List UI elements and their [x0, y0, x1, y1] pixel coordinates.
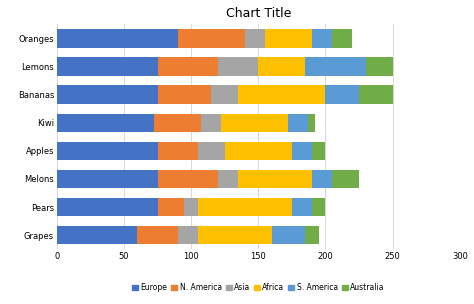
Bar [57, 142, 157, 160]
Bar [57, 57, 157, 76]
Bar [218, 57, 258, 76]
Title: Chart Title: Chart Title [226, 7, 291, 20]
Bar [292, 142, 312, 160]
Bar [57, 226, 137, 244]
Bar [157, 170, 218, 188]
Bar [57, 85, 157, 104]
Bar [326, 85, 359, 104]
Bar [184, 198, 198, 216]
Bar [198, 142, 225, 160]
Bar [178, 226, 198, 244]
Bar [137, 226, 178, 244]
Bar [312, 29, 332, 47]
Bar [57, 170, 157, 188]
Bar [359, 85, 392, 104]
Legend: Europe, N. America, Asia, Africa, S. America, Australia: Europe, N. America, Asia, Africa, S. Ame… [129, 280, 388, 295]
Bar [201, 114, 221, 132]
Bar [292, 198, 312, 216]
Bar [366, 57, 392, 76]
Bar [332, 29, 352, 47]
Bar [258, 57, 305, 76]
Bar [225, 142, 292, 160]
Bar [154, 114, 201, 132]
Bar [157, 142, 198, 160]
Bar [265, 29, 312, 47]
Bar [218, 170, 238, 188]
Bar [288, 114, 308, 132]
Bar [245, 29, 265, 47]
Bar [157, 198, 184, 216]
Bar [272, 226, 305, 244]
Bar [238, 85, 326, 104]
Bar [157, 85, 211, 104]
Bar [312, 198, 326, 216]
Bar [238, 170, 312, 188]
Bar [308, 114, 315, 132]
Bar [57, 198, 157, 216]
Bar [305, 226, 319, 244]
Bar [211, 85, 238, 104]
Bar [178, 29, 245, 47]
Bar [157, 57, 218, 76]
Bar [312, 142, 326, 160]
Bar [332, 170, 359, 188]
Bar [57, 114, 154, 132]
Bar [221, 114, 288, 132]
Bar [198, 226, 272, 244]
Bar [305, 57, 366, 76]
Bar [198, 198, 292, 216]
Bar [57, 29, 178, 47]
Bar [312, 170, 332, 188]
